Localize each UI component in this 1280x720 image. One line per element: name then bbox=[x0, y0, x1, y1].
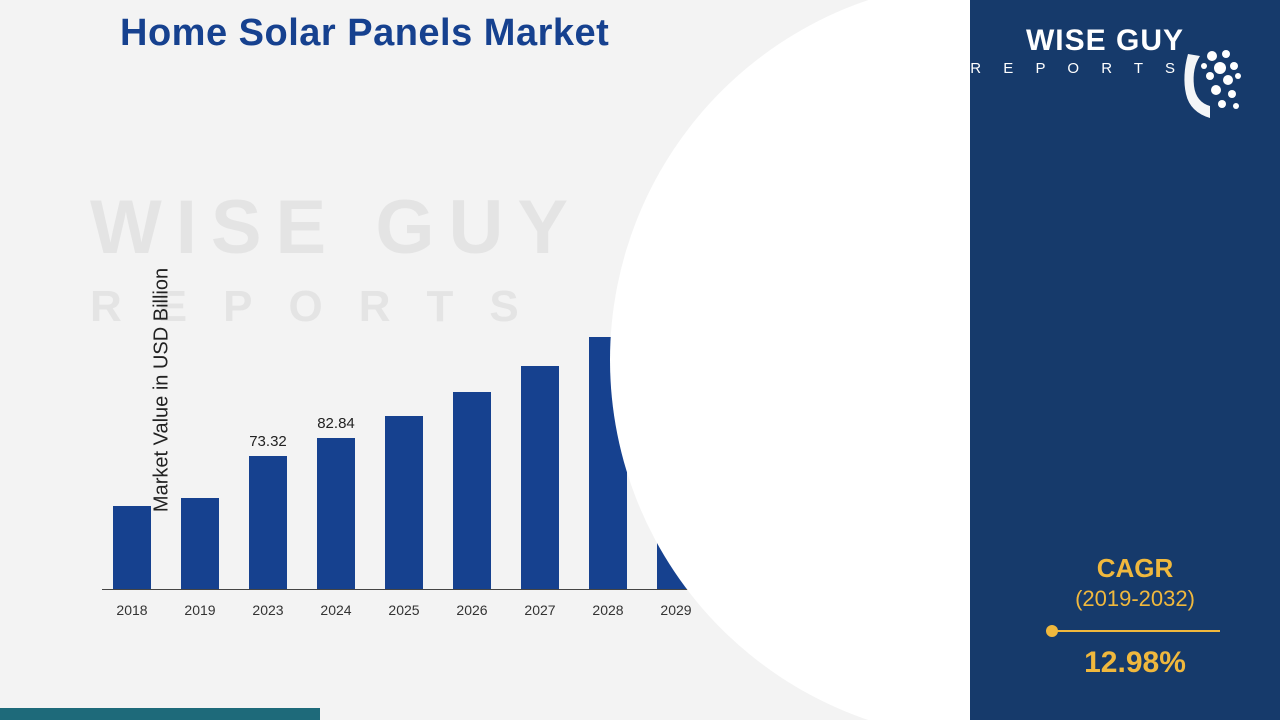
stage: WISE GUY REPORTS Home Solar Panels Marke… bbox=[0, 0, 1280, 720]
bar bbox=[181, 498, 218, 590]
bar bbox=[113, 506, 150, 590]
bar bbox=[317, 438, 354, 590]
x-axis-tick-label: 2018 bbox=[108, 594, 156, 630]
bar-wrap: 82.84 bbox=[312, 150, 360, 590]
cagr-label: CAGR bbox=[1020, 553, 1250, 584]
x-axis-tick-label: 2029 bbox=[652, 594, 700, 630]
right-panel: WISE GUY R E P O R T S CAGR (2019-2032) … bbox=[970, 0, 1280, 720]
cagr-box: CAGR (2019-2032) 12.98% bbox=[1020, 553, 1250, 680]
cagr-range: (2019-2032) bbox=[1020, 586, 1250, 612]
brand-logo: WISE GUY R E P O R T S bbox=[970, 24, 1252, 77]
cagr-value: 12.98% bbox=[1020, 646, 1250, 680]
bar-wrap bbox=[516, 150, 564, 590]
bar-value-label: 73.32 bbox=[249, 433, 287, 450]
brand-name: WISE GUY bbox=[970, 24, 1184, 58]
bar-wrap bbox=[176, 150, 224, 590]
cagr-separator bbox=[1050, 630, 1220, 632]
chart-title: Home Solar Panels Market bbox=[120, 12, 609, 55]
bar-value-label: 82.84 bbox=[317, 415, 355, 432]
x-axis-tick-label: 2028 bbox=[584, 594, 632, 630]
bar bbox=[521, 366, 558, 590]
bar-wrap: 73.32 bbox=[244, 150, 292, 590]
x-axis-tick-label: 2024 bbox=[312, 594, 360, 630]
x-axis-tick-label: 2025 bbox=[380, 594, 428, 630]
bar bbox=[249, 456, 286, 590]
bar-wrap bbox=[380, 150, 428, 590]
x-axis-tick-label: 2027 bbox=[516, 594, 564, 630]
bar bbox=[453, 392, 490, 590]
brand-head-icon bbox=[1182, 46, 1244, 118]
x-axis-tick-label: 2023 bbox=[244, 594, 292, 630]
x-axis-tick-label: 2026 bbox=[448, 594, 496, 630]
brand-subtitle: R E P O R T S bbox=[970, 60, 1184, 77]
bar-wrap bbox=[108, 150, 156, 590]
bar-wrap bbox=[448, 150, 496, 590]
bar bbox=[385, 416, 422, 590]
x-axis-tick-label: 2019 bbox=[176, 594, 224, 630]
footer-accent-bar bbox=[0, 708, 320, 720]
